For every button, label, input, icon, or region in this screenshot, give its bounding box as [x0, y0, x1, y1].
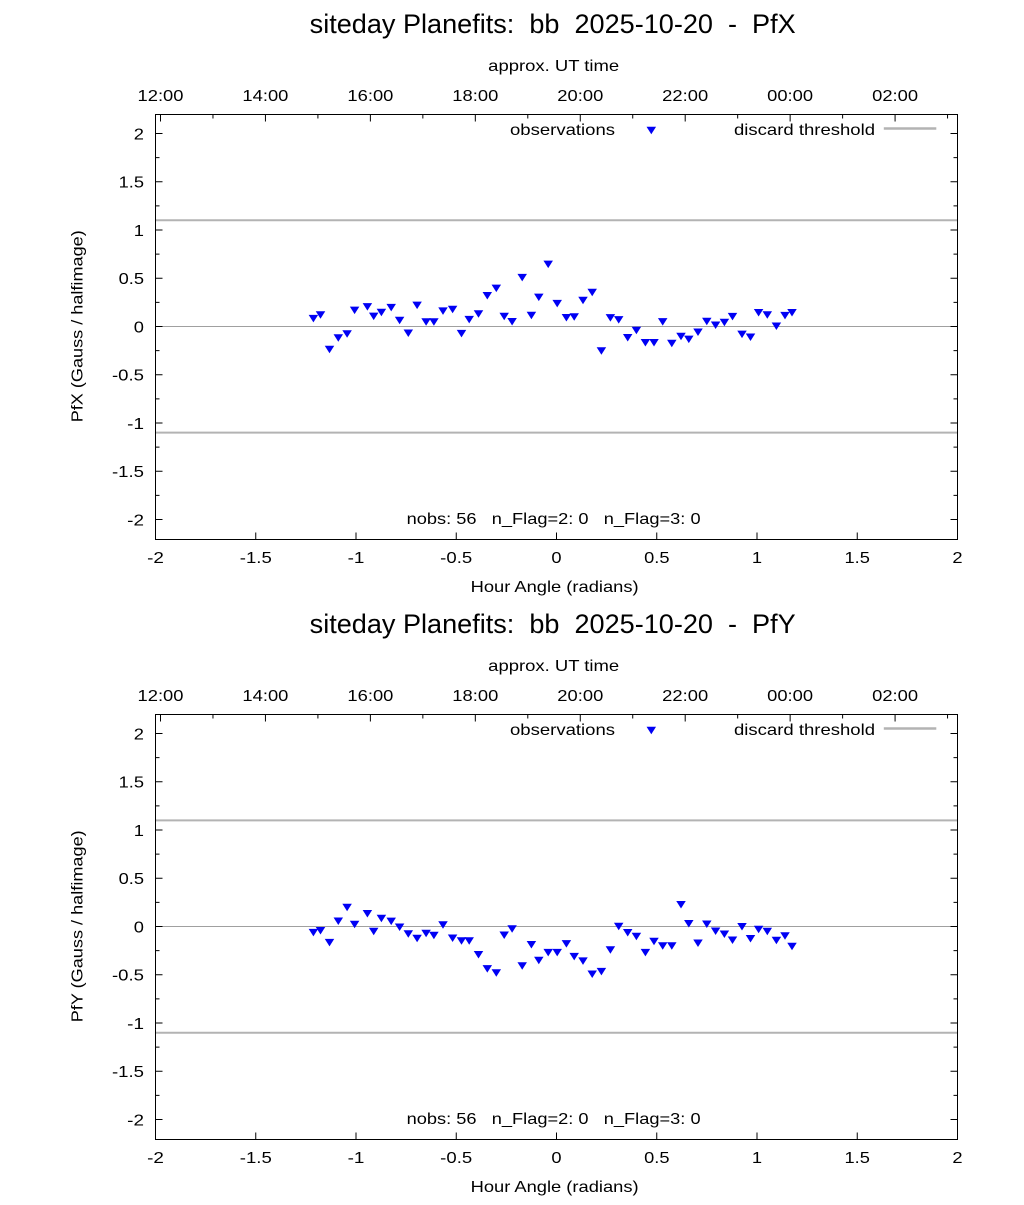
svg-text:2: 2 — [134, 726, 144, 743]
svg-text:2: 2 — [952, 1150, 962, 1167]
svg-text:14:00: 14:00 — [242, 88, 288, 105]
svg-text:0: 0 — [134, 919, 144, 936]
svg-text:-0.5: -0.5 — [440, 550, 472, 567]
svg-text:0.5: 0.5 — [644, 1150, 670, 1167]
svg-text:22:00: 22:00 — [662, 88, 708, 105]
svg-text:16:00: 16:00 — [347, 88, 393, 105]
svg-text:14:00: 14:00 — [242, 688, 288, 705]
svg-text:12:00: 12:00 — [138, 688, 184, 705]
svg-text:1.5: 1.5 — [119, 775, 145, 792]
svg-text:00:00: 00:00 — [767, 688, 813, 705]
svg-text:Hour Angle (radians): Hour Angle (radians) — [471, 579, 639, 596]
svg-text:0.5: 0.5 — [119, 871, 145, 888]
svg-text:-1.5: -1.5 — [112, 464, 144, 481]
svg-text:1: 1 — [752, 1150, 762, 1167]
svg-text:-2: -2 — [147, 550, 164, 567]
svg-text:-1: -1 — [127, 1016, 144, 1033]
svg-text:siteday Planefits: bb 2025-1: siteday Planefits: bb 2025-10-20 - PfX — [310, 9, 796, 39]
svg-text:PfX (Gauss / halfimage): PfX (Gauss / halfimage) — [70, 230, 87, 422]
svg-text:20:00: 20:00 — [557, 688, 603, 705]
svg-text:observations: observations — [510, 122, 615, 139]
svg-text:discard threshold: discard threshold — [734, 122, 875, 139]
svg-text:20:00: 20:00 — [557, 88, 603, 105]
svg-text:16:00: 16:00 — [347, 688, 393, 705]
svg-text:22:00: 22:00 — [662, 688, 708, 705]
svg-text:-0.5: -0.5 — [440, 1150, 472, 1167]
svg-text:0: 0 — [134, 319, 144, 336]
svg-text:-0.5: -0.5 — [112, 968, 144, 985]
svg-text:observations: observations — [510, 722, 615, 739]
svg-text:1: 1 — [134, 223, 144, 240]
svg-text:Hour Angle (radians): Hour Angle (radians) — [471, 1179, 639, 1196]
svg-text:PfY (Gauss / halfimage): PfY (Gauss / halfimage) — [70, 830, 87, 1022]
svg-text:18:00: 18:00 — [452, 88, 498, 105]
svg-text:-1: -1 — [348, 550, 365, 567]
svg-text:00:00: 00:00 — [767, 88, 813, 105]
svg-text:02:00: 02:00 — [872, 88, 918, 105]
svg-text:1.5: 1.5 — [845, 1150, 871, 1167]
svg-text:1: 1 — [134, 823, 144, 840]
svg-text:-1.5: -1.5 — [240, 1150, 272, 1167]
svg-text:02:00: 02:00 — [872, 688, 918, 705]
svg-text:nobs: 56 n_Flag=2: 0 n_Fla: nobs: 56 n_Flag=2: 0 n_Flag=3: 0 — [407, 511, 701, 528]
svg-text:0: 0 — [551, 550, 561, 567]
svg-text:-1.5: -1.5 — [112, 1064, 144, 1081]
svg-text:approx. UT time: approx. UT time — [488, 658, 619, 675]
svg-text:siteday Planefits: bb 2025-1: siteday Planefits: bb 2025-10-20 - PfY — [310, 609, 796, 639]
svg-text:-1: -1 — [348, 1150, 365, 1167]
svg-text:-0.5: -0.5 — [112, 368, 144, 385]
svg-text:-2: -2 — [127, 1112, 144, 1129]
svg-text:18:00: 18:00 — [452, 688, 498, 705]
svg-text:0: 0 — [551, 1150, 561, 1167]
svg-text:12:00: 12:00 — [138, 88, 184, 105]
svg-text:1.5: 1.5 — [119, 175, 145, 192]
svg-text:nobs: 56 n_Flag=2: 0 n_Fla: nobs: 56 n_Flag=2: 0 n_Flag=3: 0 — [407, 1111, 701, 1128]
svg-text:-1: -1 — [127, 416, 144, 433]
svg-text:0.5: 0.5 — [119, 271, 145, 288]
svg-text:1.5: 1.5 — [845, 550, 871, 567]
svg-text:2: 2 — [952, 550, 962, 567]
svg-text:0.5: 0.5 — [644, 550, 670, 567]
svg-text:-2: -2 — [147, 1150, 164, 1167]
svg-text:approx. UT time: approx. UT time — [488, 58, 619, 75]
svg-text:2: 2 — [134, 126, 144, 143]
svg-text:-2: -2 — [127, 512, 144, 529]
svg-text:-1.5: -1.5 — [240, 550, 272, 567]
svg-text:1: 1 — [752, 550, 762, 567]
svg-text:discard threshold: discard threshold — [734, 722, 875, 739]
